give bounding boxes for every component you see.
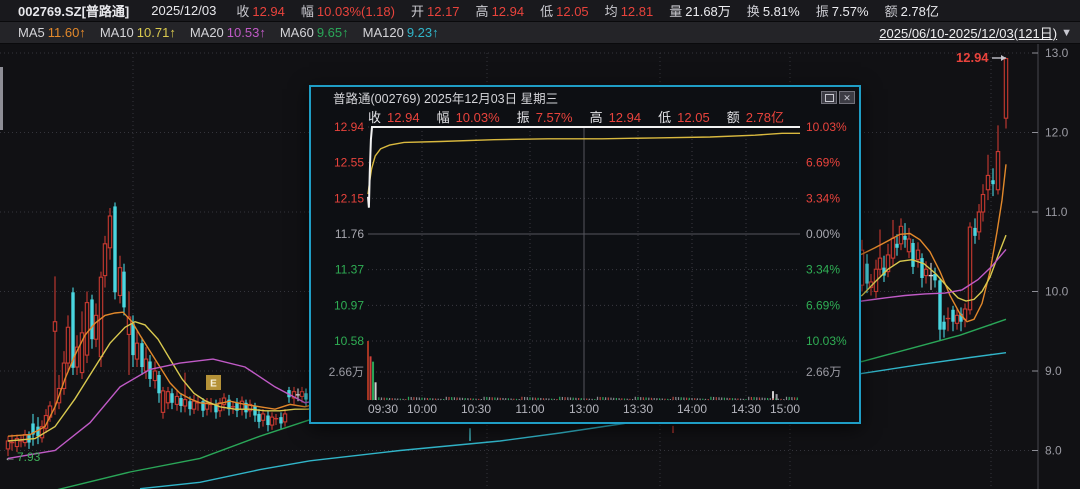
ma-legend-item: MA5 11.60↑: [18, 25, 86, 40]
high-price-marker: 12.94: [956, 50, 989, 65]
svg-text:11:00: 11:00: [515, 402, 544, 416]
svg-text:11.0: 11.0: [1045, 205, 1068, 219]
popup-stat: 额 2.78亿: [726, 109, 785, 125]
svg-text:12.0: 12.0: [1045, 126, 1069, 140]
quote-field: 均 12.81: [604, 4, 654, 19]
ma-legend-item: MA20 10.53↑: [189, 25, 266, 40]
ma-legend-item: MA60 9.65↑: [279, 25, 349, 40]
svg-text:E: E: [210, 378, 217, 389]
popup-title-bar[interactable]: 普路通(002769) 2025年12月03日 星期三 ✕: [311, 87, 859, 107]
svg-text:3.34%: 3.34%: [806, 263, 840, 277]
svg-text:12.15: 12.15: [334, 191, 364, 205]
svg-text:2.66万: 2.66万: [806, 365, 841, 379]
intraday-popup-window[interactable]: 12.94 12.55 12.15 11.76 11.37 10.97 10.58 10.03…: [309, 85, 861, 424]
svg-text:9.0: 9.0: [1045, 364, 1062, 378]
quote-header-bar: 002769.SZ[普路通] 2025/12/03 收 12.94 幅 10.03%(…: [0, 0, 1080, 22]
ma-legend-item: MA120 9.23↑: [362, 25, 439, 40]
price-axis: 13.0 12.0 11.0 10.0 9.0 8.0: [1032, 46, 1069, 458]
stock-symbol: 002769.SZ[普路通]: [18, 4, 130, 19]
svg-text:10:30: 10:30: [461, 402, 491, 416]
ma-legend: MA5 11.60↑ MA10 10.71↑ MA20 10.53↑ MA60 9.65↑ MA…: [18, 25, 439, 40]
intraday-axis-labels: 12.94 12.55 12.15 11.76 11.37 10.97 10.58 10.03…: [329, 120, 847, 416]
ma-line-ma5: [7, 164, 1007, 437]
popup-title: 普路通(002769) 2025年12月03日 星期三: [333, 91, 559, 106]
popup-stat: 幅 10.03%: [436, 109, 500, 125]
svg-text:10.97: 10.97: [334, 298, 364, 312]
svg-text:←: ←: [4, 450, 16, 464]
svg-text:10.58: 10.58: [334, 334, 364, 348]
intraday-avg-line: [367, 132, 800, 195]
quote-fields: 收 12.94 幅 10.03%(1.18) 开 12.17 高 12.94 低 12.05 均 12…: [236, 1, 939, 20]
svg-text:14:00: 14:00: [677, 402, 707, 416]
svg-text:13.0: 13.0: [1045, 46, 1069, 60]
chart-markers: ← 7.93 12.94 E: [4, 50, 1006, 464]
maximize-button[interactable]: [821, 90, 837, 104]
intraday-volume-bars: [367, 341, 798, 400]
date-range-selector[interactable]: 2025/06/10-2025/12/03(121日) ▼: [879, 23, 1072, 42]
svg-text:0.00%: 0.00%: [806, 227, 840, 241]
popup-stats-row: 收 12.94 幅 10.03% 振 7.57% 高 12.94 低 12.05 额 2.78亿: [311, 107, 859, 125]
svg-text:3.34%: 3.34%: [806, 191, 840, 205]
candles-group: [5, 57, 1009, 457]
popup-stat: 低 12.05: [658, 109, 710, 125]
left-scrollbar-thumb[interactable]: [0, 67, 3, 130]
ma-lines-group: [7, 164, 1007, 489]
ma-legend-item: MA10 10.71↑: [99, 25, 176, 40]
svg-text:12.55: 12.55: [334, 156, 364, 170]
ma-legend-bar: MA5 11.60↑ MA10 10.71↑ MA20 10.53↑ MA60 9.65↑ MA…: [0, 22, 1080, 44]
maximize-icon: [824, 93, 834, 102]
svg-text:09:30: 09:30: [368, 402, 398, 416]
svg-text:14:30: 14:30: [731, 402, 761, 416]
quote-field: 收 12.94: [236, 4, 285, 19]
quote-field: 换 5.81%: [746, 4, 800, 19]
svg-text:6.69%: 6.69%: [806, 156, 840, 170]
quote-field: 幅 10.03%(1.18): [300, 4, 395, 19]
svg-text:11.37: 11.37: [335, 263, 364, 277]
low-price-marker: 7.93: [17, 450, 41, 464]
svg-text:10:00: 10:00: [407, 402, 437, 416]
svg-text:15:00: 15:00: [770, 402, 800, 416]
popup-stat: 振 7.57%: [516, 109, 573, 125]
svg-text:12.94: 12.94: [334, 120, 364, 134]
quote-field: 开 12.17: [410, 4, 460, 19]
intraday-chart[interactable]: 12.94 12.55 12.15 11.76 11.37 10.97 10.58 10.03…: [311, 87, 859, 422]
svg-text:11.76: 11.76: [335, 227, 364, 241]
intraday-grid: [368, 126, 800, 401]
quote-field: 量 21.68万: [669, 4, 731, 19]
svg-text:10.0: 10.0: [1045, 285, 1069, 299]
svg-text:10.03%: 10.03%: [806, 120, 847, 134]
quote-field: 额 2.78亿: [884, 4, 939, 19]
svg-text:6.69%: 6.69%: [806, 298, 840, 312]
quote-field: 高 12.94: [475, 4, 525, 19]
quote-date: 2025/12/03: [151, 3, 217, 18]
ma-line-ma120: [139, 352, 1007, 489]
svg-text:2.66万: 2.66万: [329, 365, 364, 379]
ma-line-ma20: [7, 248, 1007, 460]
quote-field: 振 7.57%: [815, 4, 869, 19]
close-button[interactable]: ✕: [839, 90, 855, 104]
date-range-label[interactable]: 2025/06/10-2025/12/03(121日): [879, 26, 1058, 41]
quote-field: 低 12.05: [540, 4, 589, 19]
svg-text:10.03%: 10.03%: [806, 334, 847, 348]
popup-stat: 收 12.94: [368, 109, 420, 125]
intraday-price-line: [367, 126, 800, 208]
event-badge: [206, 374, 221, 390]
ma-line-ma10: [7, 234, 1007, 442]
svg-text:13:30: 13:30: [623, 402, 653, 416]
svg-text:8.0: 8.0: [1045, 444, 1062, 458]
svg-text:13:00: 13:00: [569, 402, 599, 416]
dropdown-caret-icon[interactable]: ▼: [1061, 26, 1072, 39]
kline-chart-area: 13.0 12.0 11.0 10.0 9.0 8.0 ← 7.93 12.94 E 12.94 1…: [0, 44, 1080, 489]
popup-stat: 高 12.94: [589, 109, 642, 125]
